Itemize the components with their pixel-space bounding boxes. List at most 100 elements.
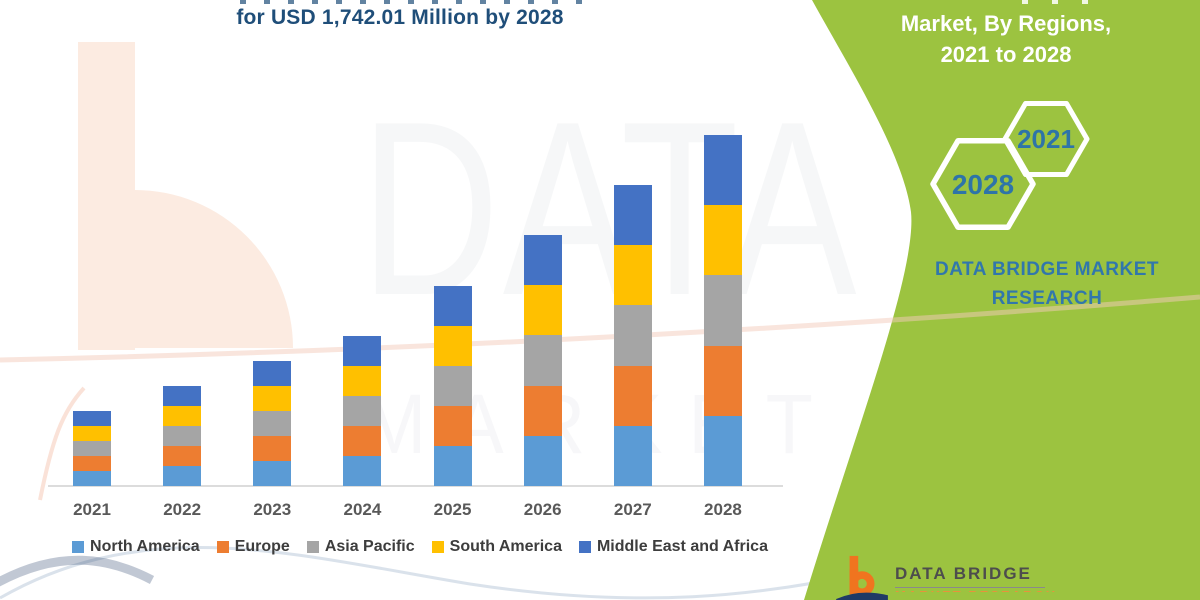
watermark-pink-arc (38, 386, 86, 501)
segment-2028-south-america (703, 205, 742, 276)
footer-logo-rule (895, 587, 1045, 588)
segment-2026-north-america (523, 435, 562, 486)
bar-2021 (73, 410, 111, 486)
segment-2021-europe (73, 455, 111, 471)
legend-item-asia-pacific: Asia Pacific (306, 538, 415, 556)
x-tick-2028: 2028 (704, 500, 742, 519)
x-tick-2023: 2023 (253, 500, 292, 519)
segment-2023-north-america (253, 460, 292, 486)
watermark-b-bowl (135, 190, 293, 348)
logo-b-stem-lower (849, 569, 859, 595)
segment-2023-middle-east-and-africa (253, 360, 292, 386)
legend-swatch-icon (72, 541, 85, 553)
x-tick-2026: 2026 (523, 500, 562, 519)
main-title: for USD 1,742.01 Million by 2028 (236, 6, 564, 29)
segment-2024-asia-pacific (343, 395, 382, 426)
segment-2028-europe (703, 345, 742, 416)
logo-swoosh-icon (836, 592, 888, 600)
footer-logo: DATA BRIDGE MARKET RESEARCH (833, 554, 1083, 600)
segment-2027-north-america (613, 425, 652, 486)
legend-swatch-icon (306, 541, 319, 553)
pink-sweep-path (0, 294, 1200, 363)
segment-2025-europe (433, 405, 472, 446)
hexagon-2028-shape (930, 137, 1036, 231)
legend-label: South America (449, 538, 562, 555)
side-title-line3: 2021 to 2028 (940, 42, 1072, 67)
bar-2025 (433, 285, 472, 486)
data-bridge-logo-icon (836, 555, 888, 600)
legend-label: North America (90, 538, 200, 555)
segment-2022-middle-east-and-africa (163, 386, 202, 406)
segment-2027-middle-east-and-africa (613, 185, 652, 246)
watermark-gray-arc (0, 546, 871, 600)
hexagon-year-2021: 2021 (1017, 124, 1075, 154)
segment-2026-south-america (523, 285, 562, 336)
segment-2021-north-america (73, 470, 111, 486)
segment-2022-europe (163, 446, 202, 466)
bar-2027 (613, 185, 652, 486)
side-title-line2: Market, By Regions, (900, 11, 1112, 36)
legend: North America Europe Asia Pacific South Ame… (40, 538, 800, 556)
legend-label: Asia Pacific (324, 538, 415, 555)
segment-2024-south-america (343, 365, 382, 396)
segment-2023-south-america (253, 385, 292, 411)
legend-item-north-america: North America (72, 538, 200, 556)
segment-2022-asia-pacific (163, 426, 202, 446)
segment-2027-europe (613, 365, 652, 426)
segment-2027-south-america (613, 245, 652, 306)
legend-item-south-america: South America (431, 538, 562, 556)
legend-label: Europe (234, 538, 290, 555)
legend-swatch-icon (578, 541, 591, 553)
main-title-cut-line (240, 0, 590, 4)
x-tick-2022: 2022 (163, 500, 202, 519)
x-axis-line (48, 485, 783, 487)
bar-2023 (253, 360, 292, 486)
segment-2021-middle-east-and-africa (73, 410, 111, 426)
footer-logo-title: DATA BRIDGE (895, 564, 1032, 583)
watermark-b-stem (78, 42, 135, 350)
segment-2025-south-america (433, 325, 472, 366)
segment-2026-asia-pacific (523, 335, 562, 386)
brand-line2: RESEARCH (991, 288, 1103, 309)
legend-item-europe: Europe (216, 538, 290, 556)
legend-item-middle-east-and-africa: Middle East and Africa (578, 538, 768, 556)
bar-2022 (163, 386, 202, 486)
segment-2028-north-america (703, 415, 742, 486)
segment-2025-middle-east-and-africa (433, 285, 472, 326)
segment-2028-asia-pacific (703, 275, 742, 346)
segment-2028-middle-east-and-africa (703, 135, 742, 206)
segment-2022-north-america (163, 466, 202, 486)
segment-2024-north-america (343, 455, 382, 486)
x-tick-2021: 2021 (73, 500, 111, 519)
segment-2026-middle-east-and-africa (523, 235, 562, 286)
green-panel-path (804, 0, 1200, 600)
segment-2023-asia-pacific (253, 410, 292, 436)
bar-2028 (703, 135, 742, 486)
legend-swatch-icon (216, 541, 229, 553)
hexagon-year-2028: 2028 (952, 169, 1014, 200)
x-tick-2025: 2025 (433, 500, 472, 519)
segment-2027-asia-pacific (613, 305, 652, 366)
segment-2021-south-america (73, 425, 111, 441)
segment-2024-middle-east-and-africa (343, 335, 382, 366)
segment-2025-asia-pacific (433, 365, 472, 406)
side-title-cut-line (1022, 0, 1106, 4)
bar-2026 (523, 235, 562, 486)
watermark-blue-swoosh (0, 555, 155, 587)
x-tick-2024: 2024 (343, 500, 382, 519)
x-tick-2027: 2027 (613, 500, 652, 519)
side-panel-title: Market, By Regions, 2021 to 2028 (818, 8, 1194, 70)
legend-swatch-icon (431, 541, 444, 553)
footer-logo-subtitle: MARKET RESEARCH (895, 588, 1057, 592)
segment-2024-europe (343, 425, 382, 456)
segment-2026-europe (523, 385, 562, 436)
segment-2023-europe (253, 435, 292, 461)
segment-2022-south-america (163, 406, 202, 426)
bar-2024 (343, 335, 382, 486)
